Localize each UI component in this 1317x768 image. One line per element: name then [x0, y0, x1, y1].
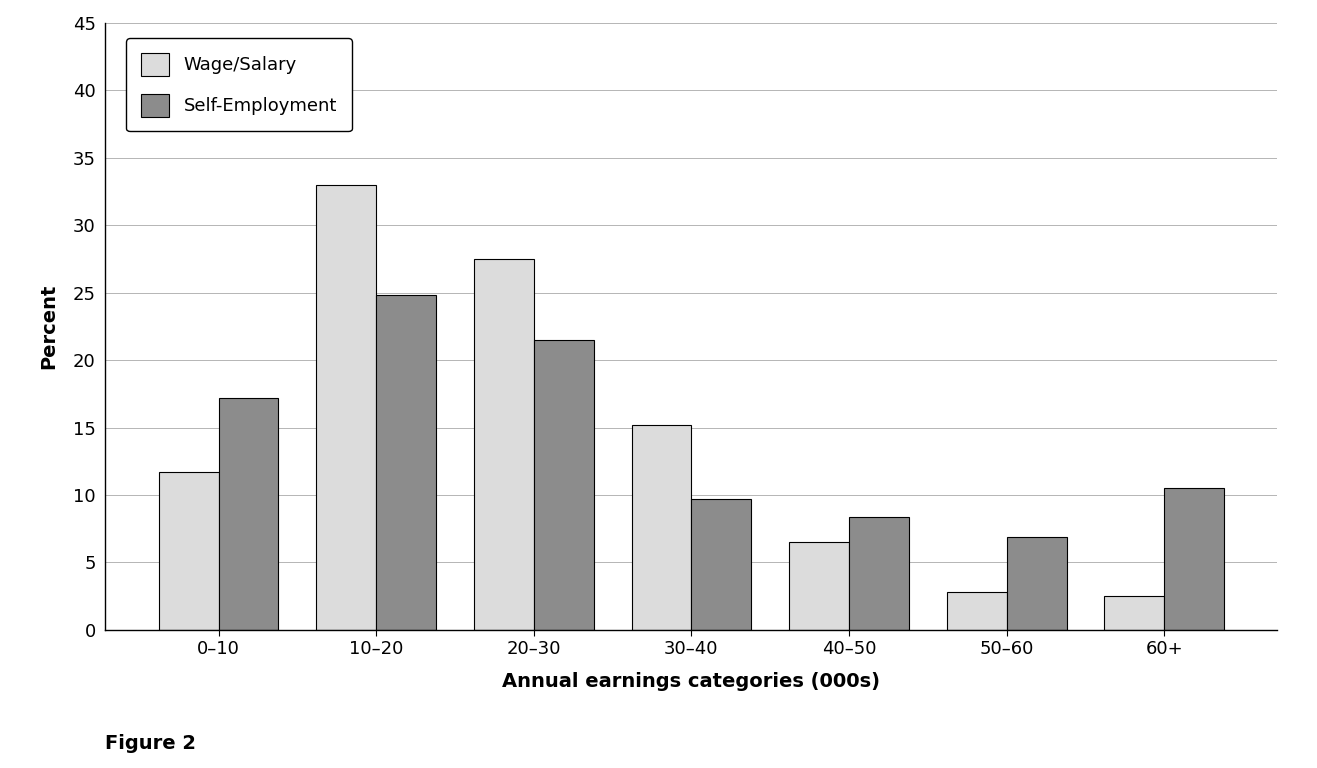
- Text: Figure 2: Figure 2: [105, 733, 196, 753]
- Legend: Wage/Salary, Self-Employment: Wage/Salary, Self-Employment: [126, 38, 352, 131]
- X-axis label: Annual earnings categories (000s): Annual earnings categories (000s): [502, 672, 881, 691]
- Bar: [533, 340, 594, 630]
- Y-axis label: Percent: Percent: [40, 283, 59, 369]
- Bar: [474, 259, 533, 630]
- Bar: [219, 398, 278, 630]
- Bar: [158, 472, 219, 630]
- Bar: [947, 592, 1006, 630]
- Bar: [1164, 488, 1225, 630]
- Bar: [789, 542, 849, 630]
- Bar: [691, 499, 751, 630]
- Bar: [1105, 596, 1164, 630]
- Bar: [632, 425, 691, 630]
- Bar: [377, 296, 436, 630]
- Bar: [316, 185, 377, 630]
- Bar: [1006, 537, 1067, 630]
- Bar: [849, 517, 909, 630]
